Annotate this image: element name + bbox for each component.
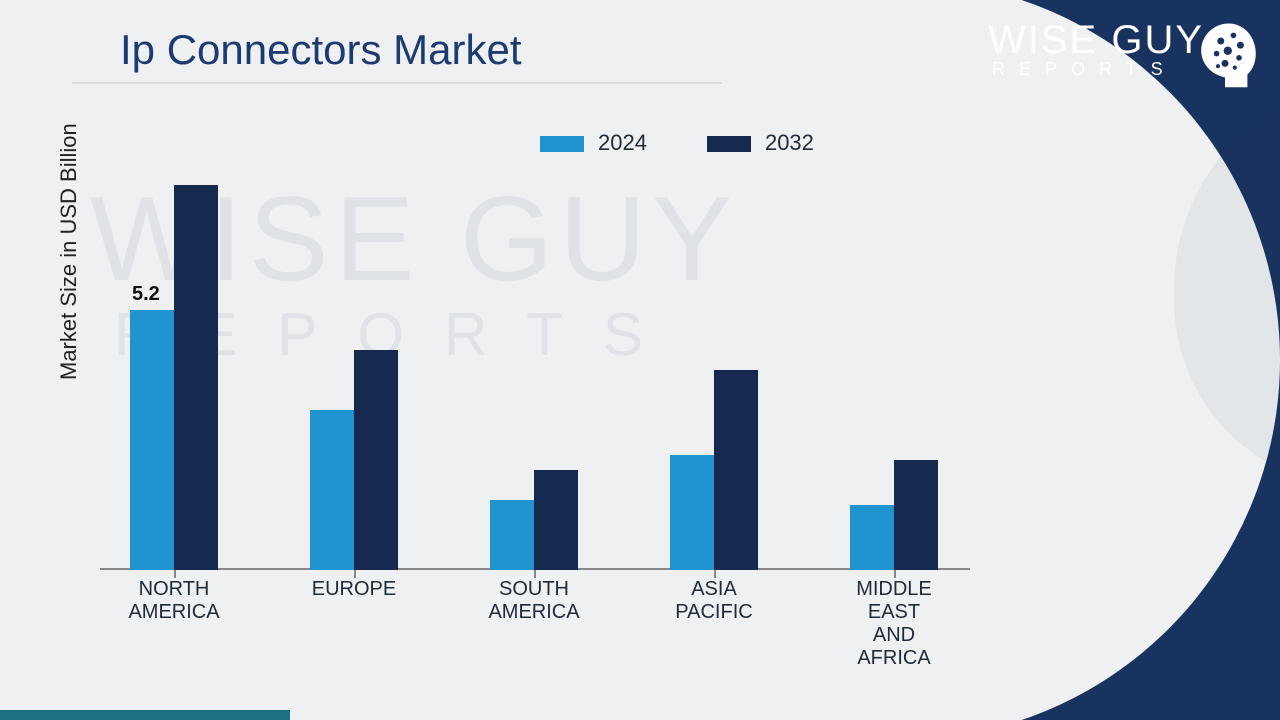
bar-group xyxy=(850,460,938,570)
category-label: EUROPE xyxy=(279,578,429,601)
bar-group xyxy=(490,470,578,570)
bar-2032 xyxy=(534,470,578,570)
category-label: NORTHAMERICA xyxy=(99,578,249,624)
bar-2032 xyxy=(894,460,938,570)
logo-line1a: WISE xyxy=(988,18,1098,62)
chart-title: Ip Connectors Market xyxy=(120,26,522,74)
legend-item-2032: 2032 xyxy=(707,130,814,156)
bar-2032 xyxy=(714,370,758,570)
bar-2024 xyxy=(850,505,894,570)
watermark-head-icon xyxy=(1080,60,1280,580)
category-label: MIDDLEEASTANDAFRICA xyxy=(819,578,969,670)
plot-area: NORTHAMERICAEUROPESOUTHAMERICAASIAPACIFI… xyxy=(100,170,970,570)
legend-swatch-2032 xyxy=(707,136,751,152)
bar-group xyxy=(310,350,398,570)
axis-tick xyxy=(354,570,356,578)
legend-item-2024: 2024 xyxy=(540,130,647,156)
bar-2024 xyxy=(130,310,174,570)
bottom-accent-bar xyxy=(0,710,290,720)
axis-tick xyxy=(714,570,716,578)
legend-label-2024: 2024 xyxy=(598,130,647,155)
legend-label-2032: 2032 xyxy=(765,130,814,155)
y-axis-label: Market Size in USD Billion xyxy=(56,123,82,380)
axis-tick xyxy=(894,570,896,578)
chart-canvas: WISE GUY REPORTS WISE GUY REPORTS Ip Con… xyxy=(0,0,1280,720)
category-label: SOUTHAMERICA xyxy=(459,578,609,624)
bar-2024 xyxy=(490,500,534,570)
category-label: ASIAPACIFIC xyxy=(639,578,789,624)
bar-group xyxy=(670,370,758,570)
brand-logo: WISE GUY REPORTS xyxy=(988,18,1258,80)
legend-swatch-2024 xyxy=(540,136,584,152)
bar-2032 xyxy=(354,350,398,570)
axis-tick xyxy=(174,570,176,578)
bar-2032 xyxy=(174,185,218,570)
value-label: 5.2 xyxy=(132,283,160,306)
logo-head-icon xyxy=(1190,20,1260,90)
title-underline xyxy=(72,82,722,84)
axis-tick xyxy=(534,570,536,578)
bar-2024 xyxy=(670,455,714,570)
bar-group xyxy=(130,185,218,570)
bar-2024 xyxy=(310,410,354,570)
legend: 2024 2032 xyxy=(540,130,814,156)
